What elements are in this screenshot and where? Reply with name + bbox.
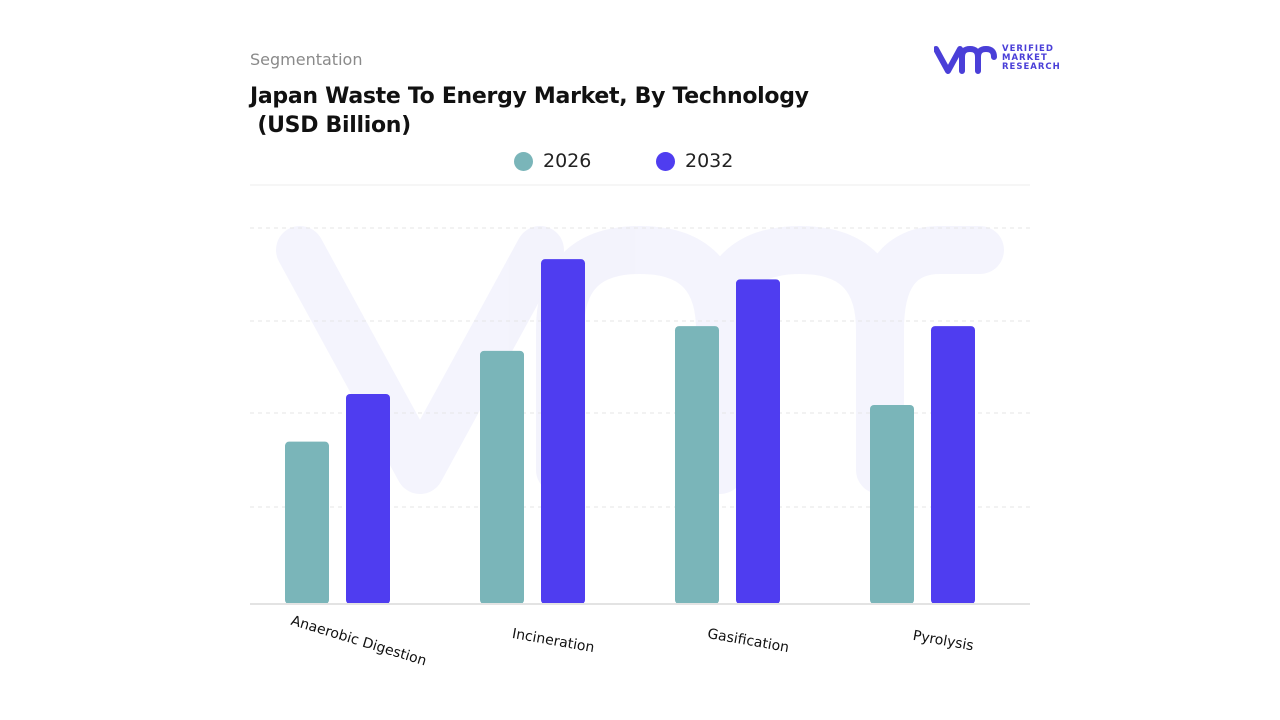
chart-title-line1: Japan Waste To Energy Market, By Technol… xyxy=(250,84,809,109)
chart-title-line2: (USD Billion) xyxy=(250,113,411,138)
legend-swatch-2032 xyxy=(656,151,675,171)
segmentation-kicker: Segmentation xyxy=(250,50,363,69)
bar-incineration-2032 xyxy=(541,259,585,604)
legend-label-2032: 2032 xyxy=(685,150,734,172)
bars xyxy=(285,259,975,604)
bar-anaerobic-digestion-2026 xyxy=(285,441,329,604)
x-tick-label: Pyrolysis xyxy=(912,628,975,654)
vmr-watermark-icon xyxy=(276,226,1004,494)
legend-item-2032: 2032 xyxy=(656,150,733,172)
bar-gasification-2026 xyxy=(675,326,719,604)
legend-swatch-2026 xyxy=(514,151,533,171)
logo-line2: MARKET xyxy=(1002,53,1048,63)
x-tick-label: Incineration xyxy=(511,626,596,656)
bar-pyrolysis-2026 xyxy=(870,404,914,604)
bar-pyrolysis-2032 xyxy=(931,326,975,604)
chart-title: Japan Waste To Energy Market, By Technol… xyxy=(250,82,809,140)
logo-wordmark: VERIFIED MARKET RESEARCH xyxy=(1002,45,1061,72)
logo-line3: RESEARCH xyxy=(1002,62,1061,72)
vmr-logo-icon xyxy=(934,46,997,74)
bar-anaerobic-digestion-2032 xyxy=(346,393,390,604)
legend-item-2026: 2026 xyxy=(514,150,591,172)
chart-legend: 2026 2032 xyxy=(0,150,1280,176)
x-tick-labels: Anaerobic Digestion Incineration Gasificat… xyxy=(289,613,975,669)
x-tick-label: Anaerobic Digestion xyxy=(289,613,428,669)
bar-incineration-2026 xyxy=(480,350,524,604)
bar-gasification-2032 xyxy=(736,279,780,604)
x-tick-label: Gasification xyxy=(706,626,790,656)
legend-label-2026: 2026 xyxy=(543,150,592,172)
logo-line1: VERIFIED xyxy=(1002,44,1054,54)
